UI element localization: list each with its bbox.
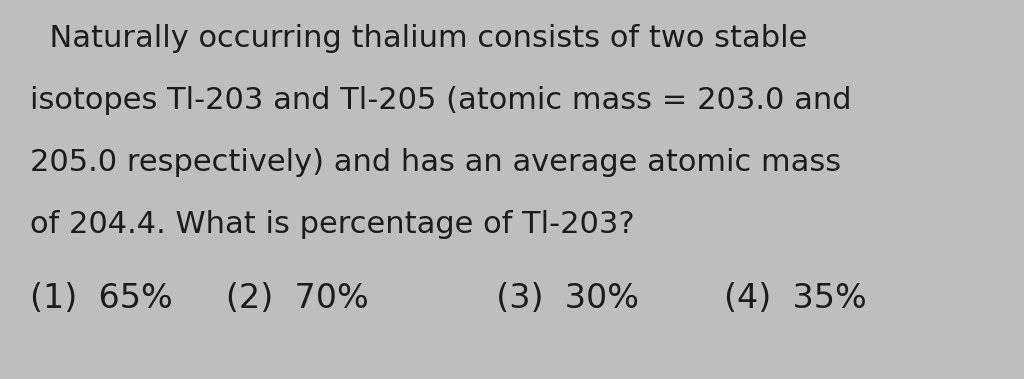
Text: isotopes Tl-203 and Tl-205 (atomic mass = 203.0 and: isotopes Tl-203 and Tl-205 (atomic mass …	[30, 86, 852, 115]
Text: Naturally occurring thalium consists of two stable: Naturally occurring thalium consists of …	[30, 24, 807, 53]
Text: of 204.4. What is percentage of Tl-203?: of 204.4. What is percentage of Tl-203?	[30, 210, 635, 239]
Text: (1)  65%     (2)  70%            (3)  30%        (4)  35%: (1) 65% (2) 70% (3) 30% (4) 35%	[30, 282, 866, 315]
Text: 205.0 respectively) and has an average atomic mass: 205.0 respectively) and has an average a…	[30, 148, 841, 177]
